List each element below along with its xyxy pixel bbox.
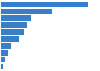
Bar xyxy=(1,57,5,62)
Bar xyxy=(1,9,52,14)
Bar xyxy=(1,29,24,35)
Bar xyxy=(1,36,19,42)
Bar xyxy=(1,15,31,21)
Bar xyxy=(1,22,27,28)
Bar xyxy=(1,43,11,49)
Bar xyxy=(1,2,88,7)
Bar xyxy=(1,50,8,56)
Bar xyxy=(1,64,3,69)
